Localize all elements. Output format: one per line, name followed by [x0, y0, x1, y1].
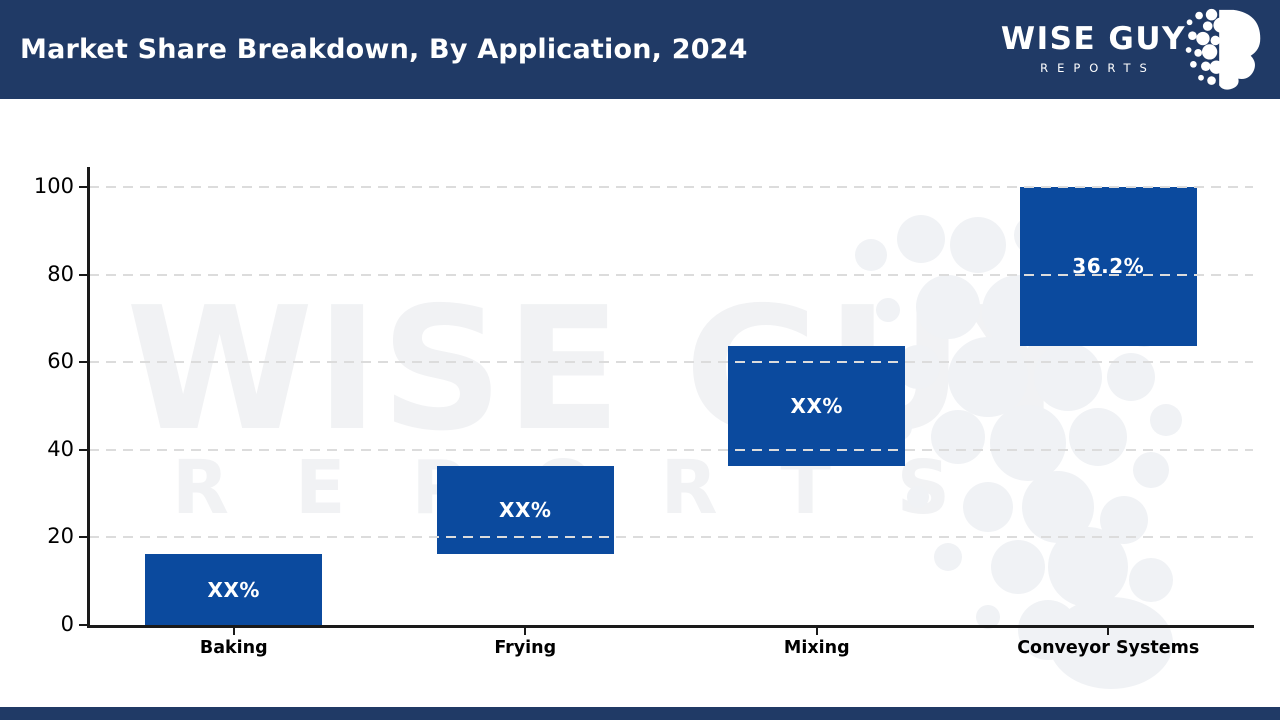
chart-title: Market Share Breakdown, By Application, …	[20, 34, 748, 65]
brand-logo-text: WISE GUY REPORTS	[1000, 21, 1186, 76]
gridline-y100	[89, 186, 1253, 188]
y-tick-mark	[79, 448, 88, 451]
logo-subtext: REPORTS	[1040, 61, 1156, 75]
bar-value-label: XX%	[790, 393, 843, 418]
y-tick-mark	[79, 273, 88, 276]
bar-baking: XX%	[145, 554, 323, 625]
y-tick-label: 40	[47, 436, 74, 461]
gridline-y20	[89, 536, 1253, 539]
brand-logo: WISE GUY REPORTS	[1001, 7, 1266, 93]
bar-frying: XX%	[436, 465, 614, 555]
x-tick-mark	[1107, 627, 1110, 635]
y-tick-label: 20	[47, 524, 74, 549]
x-tick-mark	[815, 627, 818, 635]
gridline-y80	[89, 273, 1253, 276]
bar-conveyor-systems: 36.2%	[1019, 187, 1197, 346]
logo-wordmark: WISE GUY	[1000, 21, 1186, 57]
plot-area: WISE GUY REPORTS	[0, 99, 1280, 707]
y-tick-label: 0	[60, 612, 74, 636]
bars-layer: XX% XX% XX% 36.2%	[0, 99, 1280, 707]
x-tick-label-conveyor-systems: Conveyor Systems	[1017, 638, 1200, 658]
x-tick-mark	[524, 627, 527, 635]
gridline-y40	[89, 448, 1253, 451]
footer-bar	[0, 707, 1280, 720]
y-axis-line	[87, 167, 90, 627]
y-tick-mark	[79, 536, 88, 539]
gridline-y60	[89, 361, 1253, 364]
header-bar: Market Share Breakdown, By Application, …	[0, 0, 1280, 99]
bar-value-label: XX%	[499, 497, 552, 522]
x-axis-line	[87, 625, 1254, 628]
y-tick-label: 80	[47, 261, 74, 286]
y-tick-label: 60	[47, 349, 74, 374]
gridlines-layer	[0, 99, 1280, 707]
x-tick-label-frying: Frying	[494, 638, 557, 658]
x-tick-label-mixing: Mixing	[783, 638, 850, 658]
y-tick-mark	[79, 186, 88, 188]
y-tick-label: 100	[33, 174, 74, 198]
y-tick-mark	[79, 361, 88, 364]
bar-mixing: XX%	[728, 345, 906, 466]
axes-layer: 0 20 40 60 80 100 Baking Frying Mixing Conveyor S…	[0, 99, 1280, 707]
x-tick-label-baking: Baking	[199, 638, 268, 658]
logo-face-icon	[1185, 8, 1261, 90]
bar-value-label: XX%	[207, 577, 260, 602]
x-tick-mark	[232, 627, 235, 635]
y-tick-mark	[79, 624, 88, 626]
